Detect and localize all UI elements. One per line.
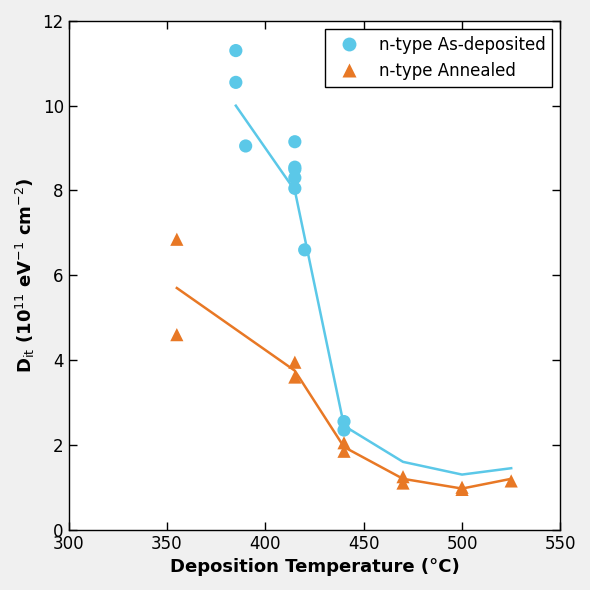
Point xyxy=(172,330,182,339)
Point xyxy=(339,447,349,456)
Point xyxy=(231,78,241,87)
Point xyxy=(290,165,300,174)
Legend: n-type As-deposited, n-type Annealed: n-type As-deposited, n-type Annealed xyxy=(325,30,552,87)
Point xyxy=(398,478,408,488)
Point xyxy=(506,476,516,486)
Point xyxy=(290,183,300,193)
Point xyxy=(398,472,408,481)
Point xyxy=(339,438,349,447)
Y-axis label: D$_{\rm it}$ (10$^{11}$ eV$^{-1}$ cm$^{-2}$): D$_{\rm it}$ (10$^{11}$ eV$^{-1}$ cm$^{-… xyxy=(14,178,37,373)
Point xyxy=(339,417,349,427)
Point xyxy=(290,162,300,172)
Point xyxy=(231,46,241,55)
Point xyxy=(172,235,182,244)
Point xyxy=(290,372,300,382)
Point xyxy=(457,485,467,494)
Point xyxy=(300,245,309,254)
Point xyxy=(290,358,300,367)
X-axis label: Deposition Temperature (°C): Deposition Temperature (°C) xyxy=(170,558,460,576)
Point xyxy=(457,483,467,492)
Point xyxy=(339,425,349,435)
Point xyxy=(290,173,300,182)
Point xyxy=(241,141,250,150)
Point xyxy=(290,137,300,146)
